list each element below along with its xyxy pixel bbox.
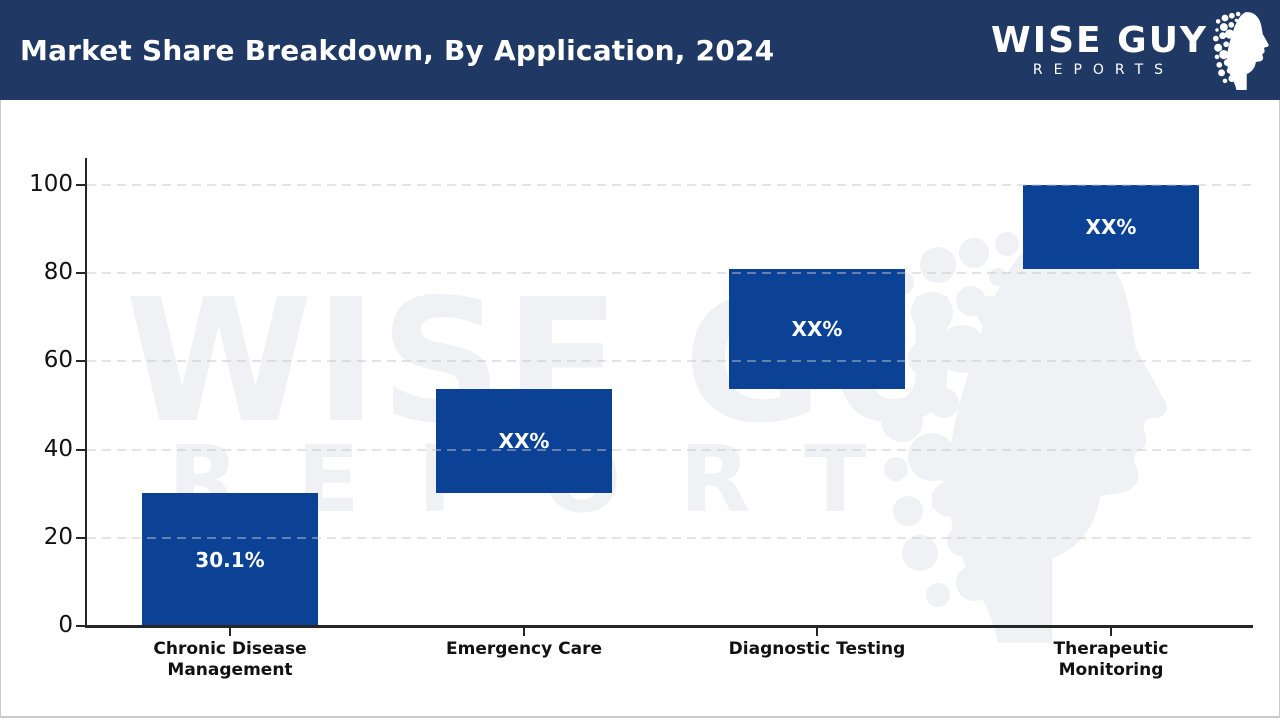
page-title: Market Share Breakdown, By Application, … [20, 33, 775, 67]
x-tick-mark [229, 628, 231, 636]
x-category-label: Diagnostic Testing [728, 639, 906, 659]
bar-value-label: XX% [498, 429, 550, 454]
brand-logo: WISE GUY REPORTS [991, 8, 1270, 92]
y-gridline [87, 360, 1253, 363]
y-tick-mark [76, 272, 85, 275]
y-tick-label: 80 [43, 259, 73, 286]
y-tick-label: 60 [43, 347, 73, 374]
y-gridline [87, 536, 1253, 539]
y-tick-label: 0 [58, 612, 73, 638]
y-tick-mark [76, 625, 85, 627]
x-tick-mark [1110, 628, 1112, 636]
x-axis-spine [85, 625, 1253, 628]
y-tick-label: 20 [43, 523, 73, 550]
bar: XX% [436, 389, 612, 494]
y-tick-mark [76, 184, 85, 186]
x-category-label: Emergency Care [446, 639, 602, 659]
y-axis-spine [85, 158, 87, 628]
header-bar: Market Share Breakdown, By Application, … [0, 0, 1280, 100]
bar-value-label: 30.1% [195, 547, 265, 572]
bar-value-label: XX% [1085, 214, 1137, 239]
brand-sub-wordmark: REPORTS [1032, 62, 1175, 78]
y-gridline [87, 184, 1253, 186]
y-tick-label: 100 [29, 171, 73, 197]
bar: 30.1% [142, 493, 318, 626]
y-tick-mark [76, 360, 85, 363]
y-gridline [87, 448, 1253, 451]
x-tick-mark [816, 628, 818, 636]
bar: XX% [1023, 185, 1199, 269]
brand-wordmark: WISE GUY [990, 20, 1208, 61]
bar-value-label: XX% [791, 316, 843, 341]
y-gridline [87, 272, 1253, 275]
y-tick-label: 40 [43, 435, 73, 462]
x-category-label: Therapeutic Monitoring [1053, 639, 1169, 680]
brand-logo-text: WISE GUY REPORTS [990, 20, 1208, 79]
frame-left [0, 100, 1, 717]
frame-bottom [0, 716, 1280, 718]
y-tick-mark [76, 448, 85, 451]
x-category-label: Chronic Disease Management [153, 639, 307, 680]
brand-head-icon [1212, 10, 1270, 90]
bar: XX% [729, 268, 905, 390]
y-tick-mark [76, 536, 85, 539]
x-tick-mark [523, 628, 525, 636]
